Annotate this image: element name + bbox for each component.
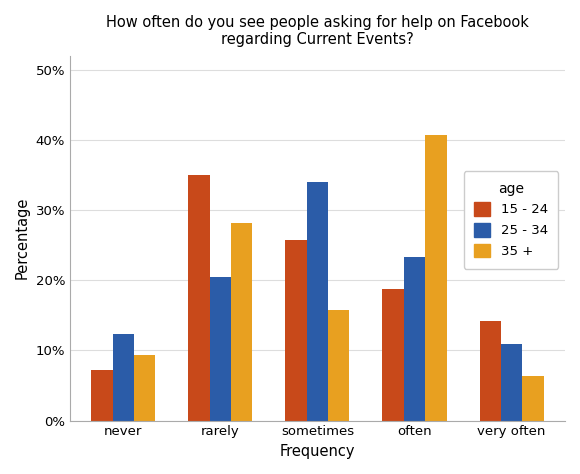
Bar xyxy=(307,182,328,420)
Bar xyxy=(328,310,350,420)
Title: How often do you see people asking for help on Facebook
regarding Current Events: How often do you see people asking for h… xyxy=(106,15,529,47)
Bar xyxy=(231,223,252,420)
Bar xyxy=(522,376,543,420)
Bar xyxy=(501,344,522,420)
Bar xyxy=(134,355,155,420)
Bar xyxy=(404,257,425,420)
Bar xyxy=(188,175,210,420)
X-axis label: Frequency: Frequency xyxy=(280,444,355,459)
Bar xyxy=(425,135,447,420)
Bar xyxy=(382,289,404,420)
Bar xyxy=(480,321,501,420)
Legend: 15 - 24, 25 - 34, 35 +: 15 - 24, 25 - 34, 35 + xyxy=(464,171,559,269)
Bar xyxy=(113,334,134,420)
Bar xyxy=(210,277,231,420)
Bar xyxy=(285,240,307,420)
Y-axis label: Percentage: Percentage xyxy=(15,197,30,279)
Bar xyxy=(91,370,113,420)
